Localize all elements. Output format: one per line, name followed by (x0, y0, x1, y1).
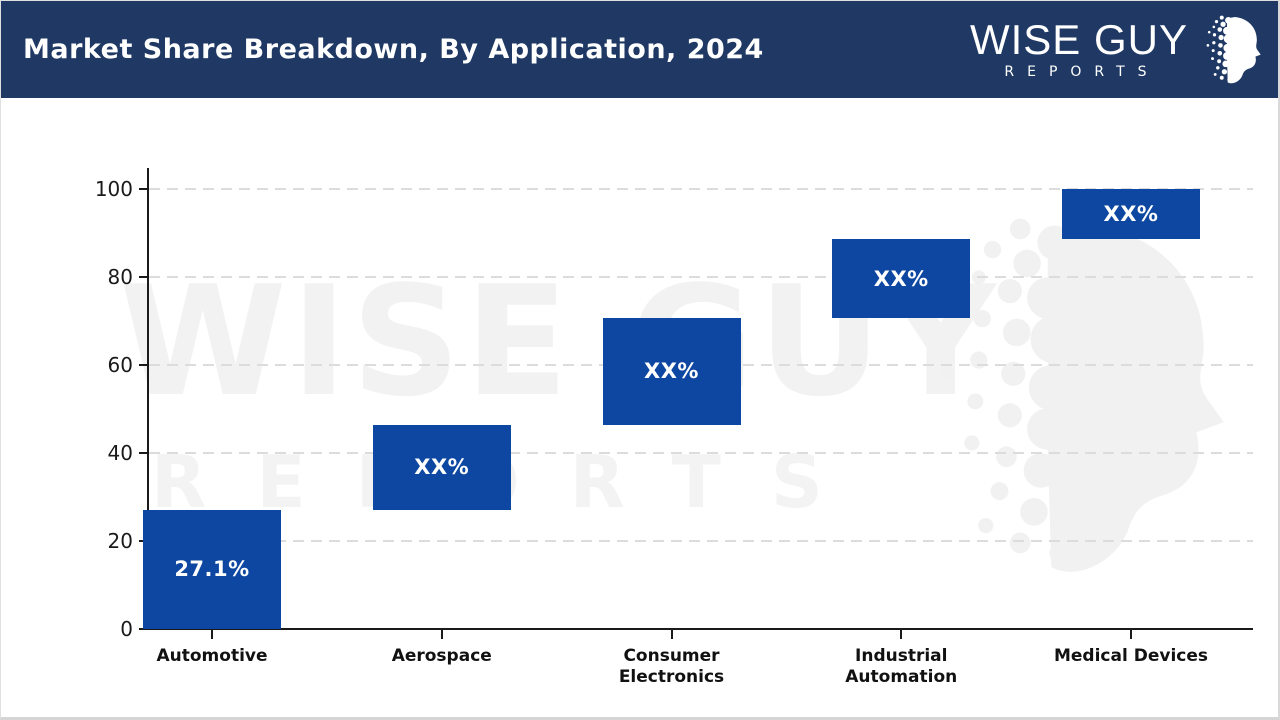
y-axis-tick (139, 452, 149, 454)
x-axis-tick (900, 630, 903, 639)
bar-industrial-automation: XX% (832, 239, 971, 318)
y-axis-tick (139, 188, 149, 190)
y-axis-tick-label: 20 (107, 529, 133, 553)
chart-canvas: WISE GUY REPORTS 0 20 40 60 80 100 27.1% Automo… (1, 98, 1278, 717)
x-axis-tick (440, 630, 443, 639)
y-axis-tick-label: 100 (94, 177, 133, 201)
x-axis-line (147, 628, 1253, 630)
bar-value-label: XX% (1103, 202, 1159, 227)
y-axis-tick-label: 40 (107, 441, 133, 465)
bar-automotive: 27.1% (143, 509, 281, 629)
x-axis-category-label: Medical Devices (1053, 646, 1208, 666)
logo-wordmark: WISE GUY (969, 16, 1188, 63)
header-bar: Market Share Breakdown, By Application, … (1, 1, 1278, 98)
y-axis-tick (139, 364, 149, 366)
bar-consumer-electronics: XX% (602, 317, 741, 425)
y-axis-tick (139, 628, 149, 630)
bar-value-label: 27.1% (174, 557, 250, 582)
x-axis-category-label: Consumer Electronics (618, 646, 725, 688)
x-axis-category-label: Industrial Automation (845, 646, 958, 688)
bar-value-label: XX% (873, 266, 929, 291)
wiseguy-logo: WISE GUY REPORTS (970, 12, 1278, 88)
gridline (149, 276, 1253, 278)
wiseguy-face-icon (1198, 12, 1264, 88)
y-axis-tick-label: 60 (107, 353, 133, 377)
wiseguy-logo-text: WISE GUY REPORTS (969, 16, 1188, 81)
x-axis-tick (211, 630, 213, 639)
bar-medical-devices: XX% (1062, 189, 1200, 240)
y-axis-tick-label: 0 (120, 617, 133, 641)
y-axis-tick-label: 80 (107, 265, 133, 289)
x-axis-tick (670, 630, 673, 639)
x-axis-category-label: Aerospace (391, 646, 492, 666)
bar-value-label: XX% (644, 359, 699, 384)
y-axis-tick (139, 276, 149, 278)
x-axis-tick (1130, 630, 1132, 639)
plot-area: 0 20 40 60 80 100 27.1% Automotive XX% Aerospace X… (1, 98, 1278, 717)
gridline (149, 452, 1253, 454)
bar-value-label: XX% (414, 455, 470, 480)
y-axis-line (147, 168, 149, 630)
page-title: Market Share Breakdown, By Application, … (23, 34, 764, 65)
x-axis-category-label: Automotive (156, 646, 268, 666)
gridline (149, 188, 1253, 190)
gridline (149, 540, 1253, 542)
bar-aerospace: XX% (372, 424, 511, 510)
logo-subtitle: REPORTS (1004, 64, 1160, 80)
